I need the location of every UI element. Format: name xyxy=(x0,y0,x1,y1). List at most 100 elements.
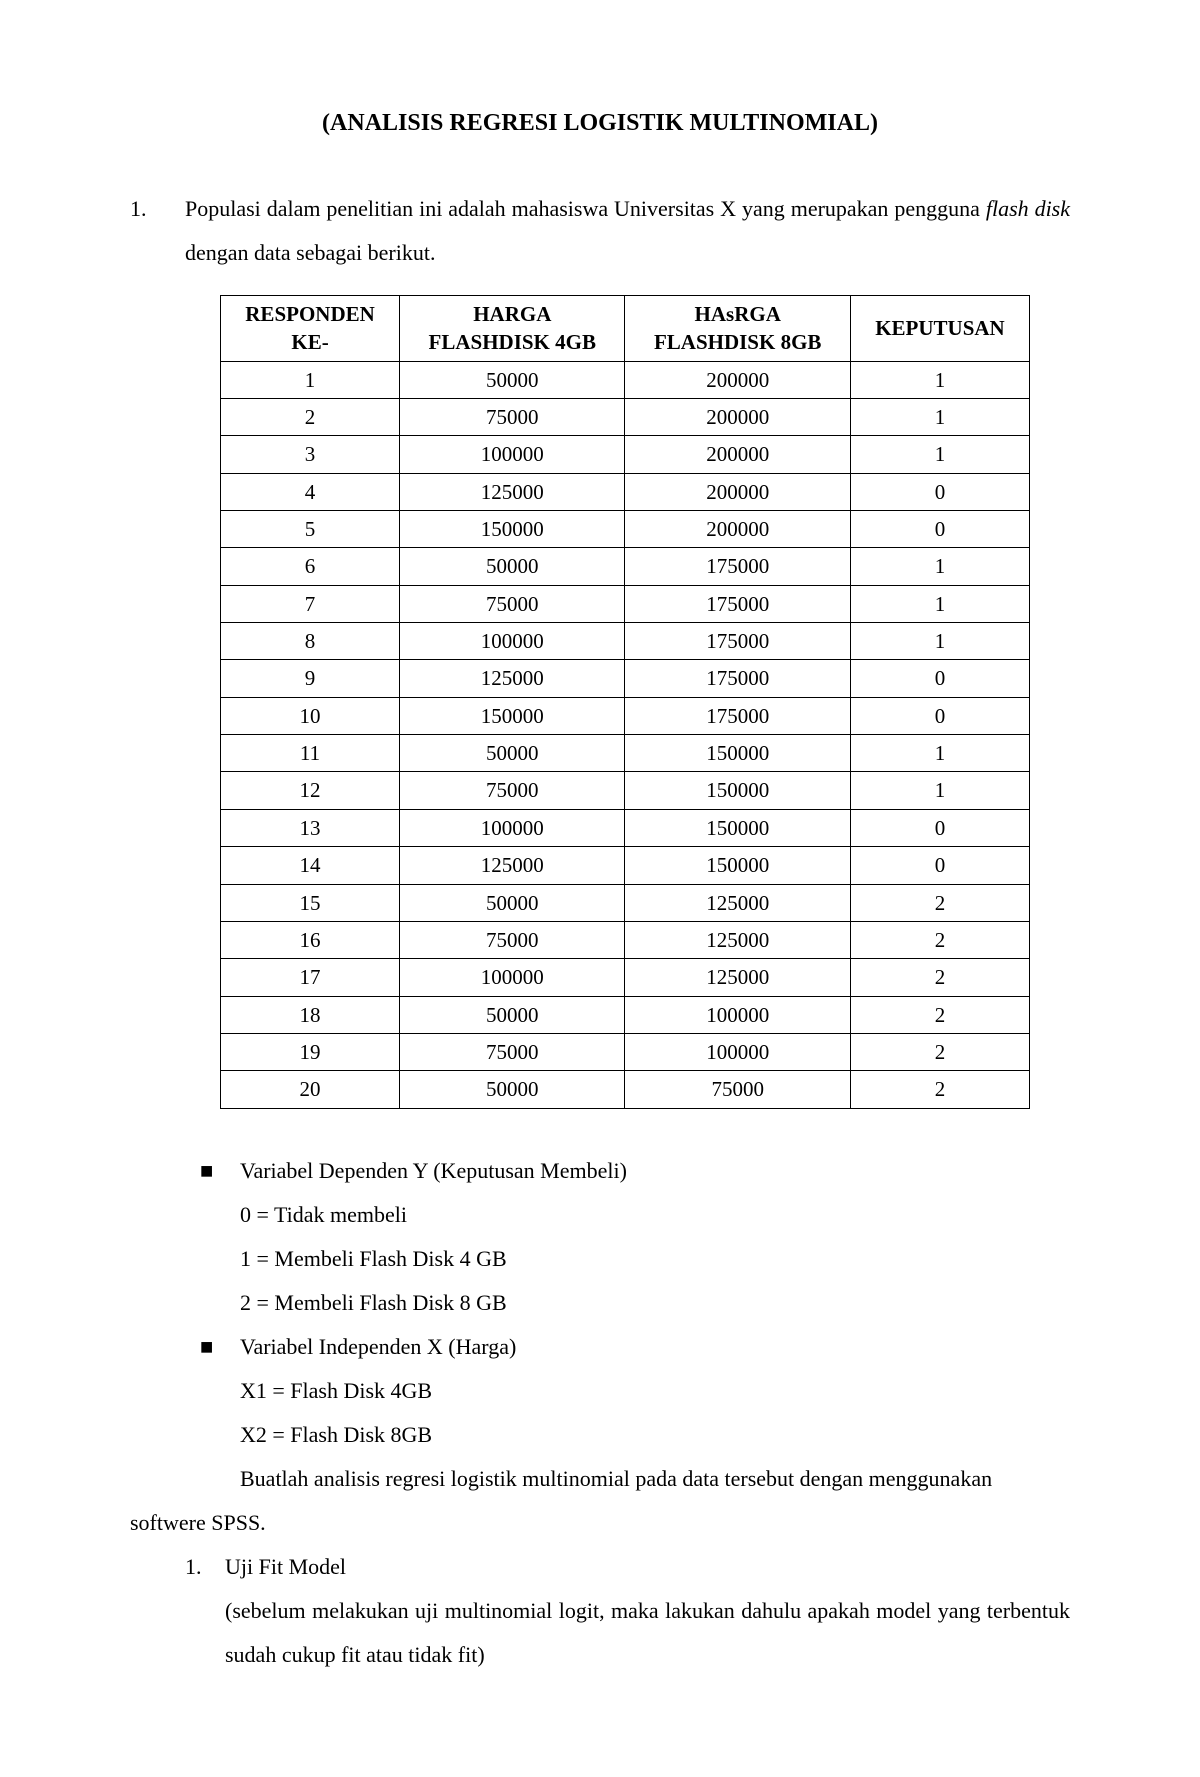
nested-item: 1. Uji Fit Model xyxy=(185,1545,1070,1589)
bullet-subline: 0 = Tidak membeli xyxy=(240,1193,1070,1237)
table-cell: 175000 xyxy=(625,623,850,660)
table-cell: 16 xyxy=(221,921,400,958)
table-cell: 1 xyxy=(221,361,400,398)
table-cell: 125000 xyxy=(400,473,625,510)
page-title: (ANALISIS REGRESI LOGISTIK MULTINOMIAL) xyxy=(130,110,1070,137)
table-cell: 1 xyxy=(850,772,1029,809)
table-cell: 175000 xyxy=(625,585,850,622)
table-cell: 6 xyxy=(221,548,400,585)
table-cell: 1 xyxy=(850,548,1029,585)
nested-title: Uji Fit Model xyxy=(225,1545,1070,1589)
table-cell: 5 xyxy=(221,511,400,548)
col-harga4: HARGA FLASHDISK 4GB xyxy=(400,296,625,362)
table-cell: 1 xyxy=(850,361,1029,398)
nested-subtext: (sebelum melakukan uji multinomial logit… xyxy=(225,1589,1070,1677)
table-row: 41250002000000 xyxy=(221,473,1030,510)
bullet-section: ■ Variabel Dependen Y (Keputusan Membeli… xyxy=(200,1149,1070,1457)
table-row: 171000001250002 xyxy=(221,959,1030,996)
table-cell: 150000 xyxy=(400,511,625,548)
table-cell: 7 xyxy=(221,585,400,622)
table-cell: 20 xyxy=(221,1071,400,1108)
table-cell: 200000 xyxy=(625,473,850,510)
bullet-text: Variabel Independen X (Harga) xyxy=(240,1325,1070,1369)
intro-text-pre: Populasi dalam penelitian ini adalah mah… xyxy=(185,196,986,221)
table-row: 31000002000001 xyxy=(221,436,1030,473)
table-cell: 18 xyxy=(221,996,400,1033)
table-cell: 19 xyxy=(221,1033,400,1070)
table-cell: 1 xyxy=(850,436,1029,473)
table-cell: 0 xyxy=(850,660,1029,697)
col-keputusan: KEPUTUSAN xyxy=(850,296,1029,362)
table-cell: 50000 xyxy=(400,548,625,585)
table-cell: 4 xyxy=(221,473,400,510)
nested-number: 1. xyxy=(185,1545,225,1589)
table-cell: 1 xyxy=(850,585,1029,622)
table-row: 51500002000000 xyxy=(221,511,1030,548)
table-cell: 0 xyxy=(850,473,1029,510)
table-cell: 150000 xyxy=(400,697,625,734)
table-cell: 0 xyxy=(850,511,1029,548)
table-row: 141250001500000 xyxy=(221,847,1030,884)
data-table: RESPONDEN KE- HARGA FLASHDISK 4GB HAsRGA… xyxy=(220,295,1030,1109)
data-table-wrap: RESPONDEN KE- HARGA FLASHDISK 4GB HAsRGA… xyxy=(220,295,1030,1109)
table-cell: 50000 xyxy=(400,884,625,921)
table-cell: 2 xyxy=(850,959,1029,996)
table-cell: 1 xyxy=(850,399,1029,436)
bullet-subline: X1 = Flash Disk 4GB xyxy=(240,1369,1070,1413)
table-row: 2750002000001 xyxy=(221,399,1030,436)
col-responden: RESPONDEN KE- xyxy=(221,296,400,362)
table-cell: 75000 xyxy=(400,585,625,622)
table-cell: 17 xyxy=(221,959,400,996)
table-row: 2050000750002 xyxy=(221,1071,1030,1108)
table-cell: 100000 xyxy=(625,1033,850,1070)
table-cell: 100000 xyxy=(625,996,850,1033)
bullet-item: ■ Variabel Independen X (Harga) xyxy=(200,1325,1070,1369)
table-cell: 9 xyxy=(221,660,400,697)
table-cell: 125000 xyxy=(400,660,625,697)
table-cell: 0 xyxy=(850,847,1029,884)
table-cell: 100000 xyxy=(400,436,625,473)
table-cell: 125000 xyxy=(625,884,850,921)
table-cell: 200000 xyxy=(625,511,850,548)
table-cell: 125000 xyxy=(400,847,625,884)
table-row: 15500001250002 xyxy=(221,884,1030,921)
table-cell: 2 xyxy=(221,399,400,436)
table-cell: 2 xyxy=(850,1033,1029,1070)
table-cell: 11 xyxy=(221,735,400,772)
table-cell: 13 xyxy=(221,809,400,846)
nested-list: 1. Uji Fit Model (sebelum melakukan uji … xyxy=(185,1545,1070,1677)
table-row: 131000001500000 xyxy=(221,809,1030,846)
table-header-row: RESPONDEN KE- HARGA FLASHDISK 4GB HAsRGA… xyxy=(221,296,1030,362)
table-row: 11500001500001 xyxy=(221,735,1030,772)
table-cell: 100000 xyxy=(400,623,625,660)
table-cell: 12 xyxy=(221,772,400,809)
table-cell: 150000 xyxy=(625,847,850,884)
table-cell: 10 xyxy=(221,697,400,734)
table-row: 6500001750001 xyxy=(221,548,1030,585)
table-row: 16750001250002 xyxy=(221,921,1030,958)
table-cell: 14 xyxy=(221,847,400,884)
table-body: 1500002000001275000200000131000002000001… xyxy=(221,361,1030,1108)
table-cell: 125000 xyxy=(625,959,850,996)
bullet-text: Variabel Dependen Y (Keputusan Membeli) xyxy=(240,1149,1070,1193)
table-cell: 50000 xyxy=(400,1071,625,1108)
table-cell: 2 xyxy=(850,996,1029,1033)
table-cell: 2 xyxy=(850,1071,1029,1108)
table-cell: 15 xyxy=(221,884,400,921)
page: (ANALISIS REGRESI LOGISTIK MULTINOMIAL) … xyxy=(0,0,1200,1777)
table-cell: 3 xyxy=(221,436,400,473)
bullet-subline: 2 = Membeli Flash Disk 8 GB xyxy=(240,1281,1070,1325)
square-bullet-icon: ■ xyxy=(200,1325,240,1369)
table-cell: 200000 xyxy=(625,399,850,436)
intro-body: Populasi dalam penelitian ini adalah mah… xyxy=(185,187,1070,275)
closing-line2: softwere SPSS. xyxy=(130,1501,1070,1545)
table-cell: 100000 xyxy=(400,809,625,846)
table-row: 101500001750000 xyxy=(221,697,1030,734)
square-bullet-icon: ■ xyxy=(200,1149,240,1193)
bullet-item: ■ Variabel Dependen Y (Keputusan Membeli… xyxy=(200,1149,1070,1193)
table-cell: 150000 xyxy=(625,772,850,809)
table-cell: 200000 xyxy=(625,436,850,473)
table-row: 18500001000002 xyxy=(221,996,1030,1033)
bullet-subline: X2 = Flash Disk 8GB xyxy=(240,1413,1070,1457)
table-cell: 0 xyxy=(850,697,1029,734)
